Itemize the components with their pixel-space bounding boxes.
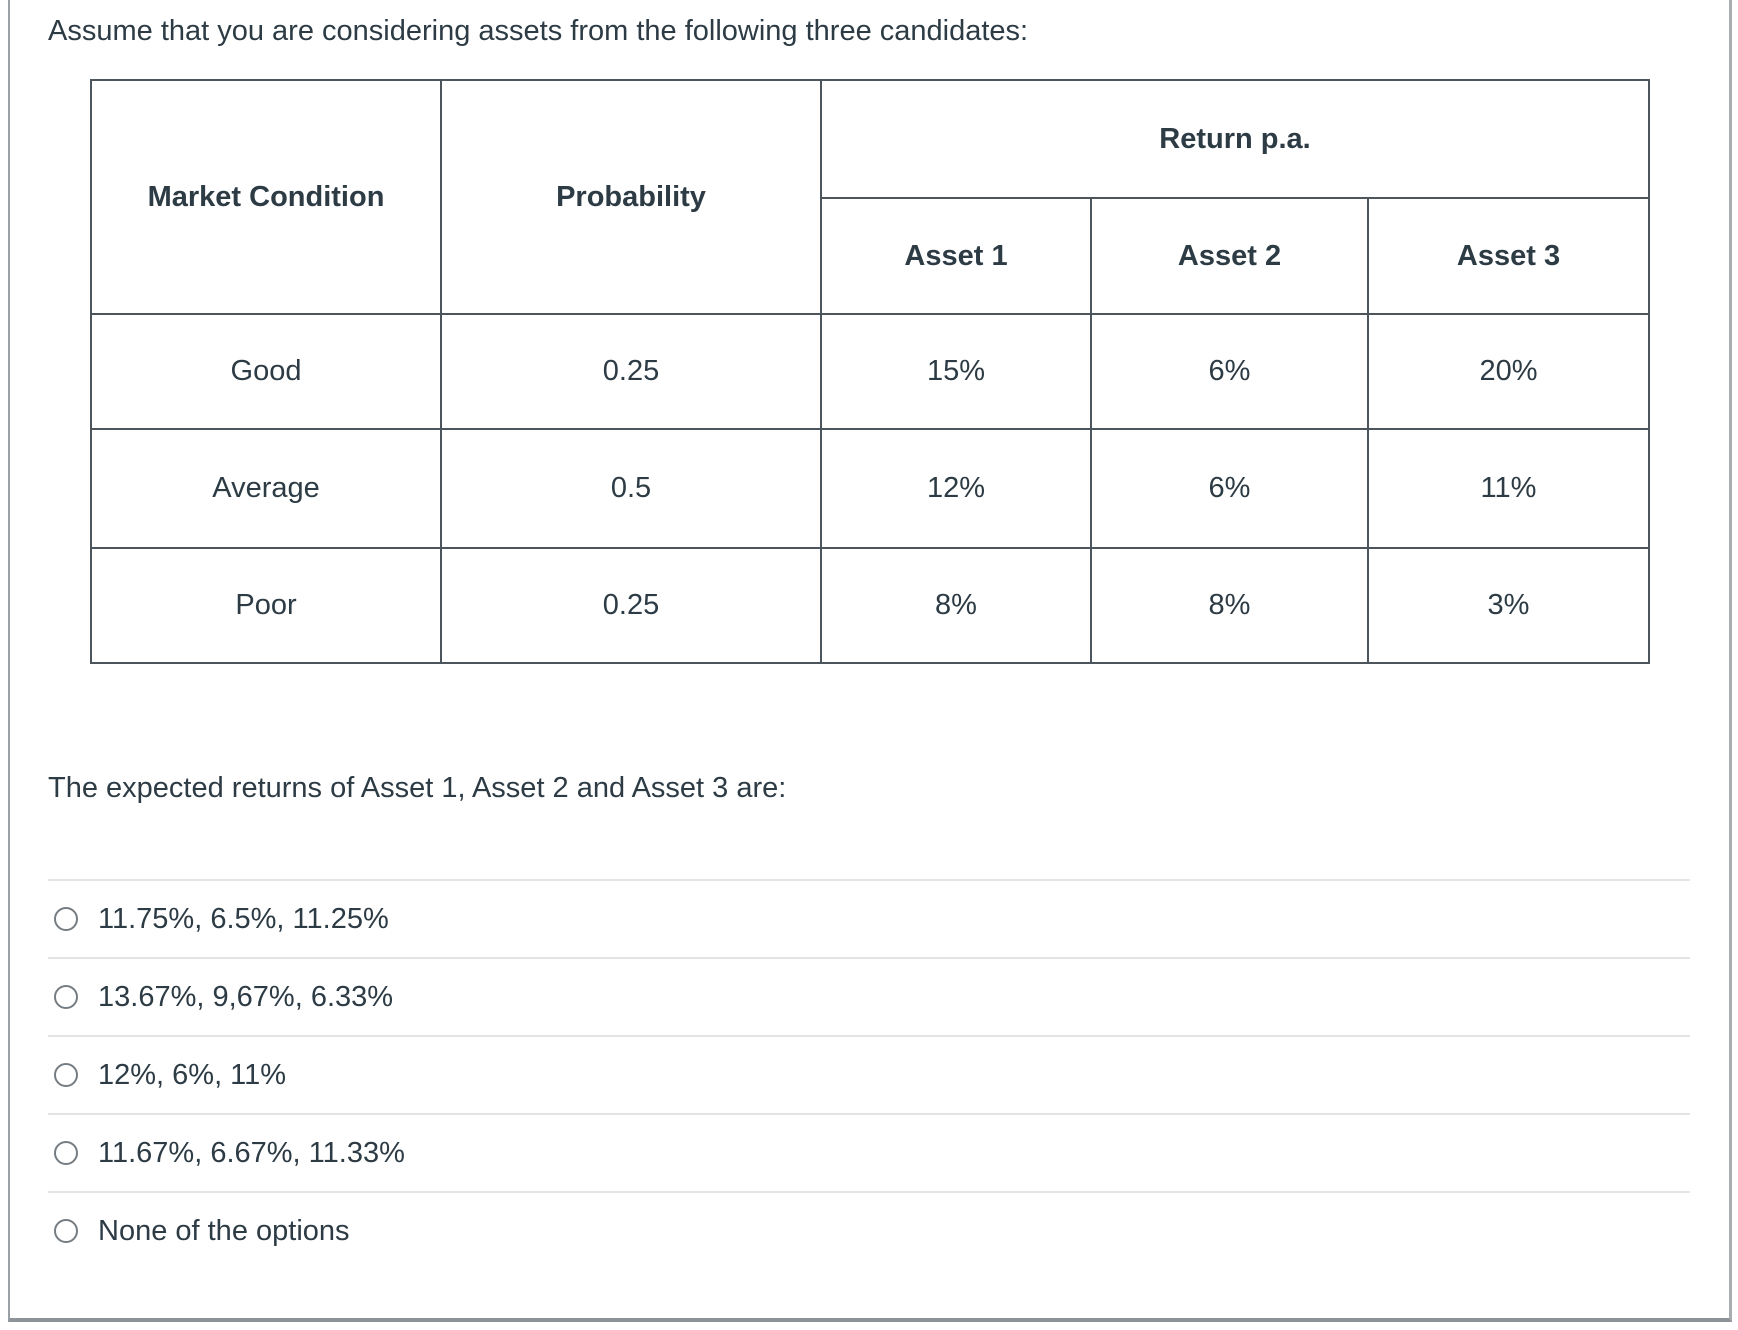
header-asset-1: Asset 1 [820,197,1092,315]
cell-asset1-return: 8% [820,547,1092,664]
answer-option-label: 11.75%, 6.5%, 11.25% [98,902,389,935]
answer-option-4[interactable]: 11.67%, 6.67%, 11.33% [48,1113,1690,1191]
radio-button-icon[interactable] [54,1219,78,1243]
table-row-good: Good 0.25 15% 6% 20% [90,313,1650,430]
question-card: Assume that you are considering assets f… [8,0,1732,1322]
answer-option-label: None of the options [98,1214,350,1247]
cell-probability: 0.25 [440,547,822,664]
cell-asset1-return: 15% [820,313,1092,430]
answer-option-3[interactable]: 12%, 6%, 11% [48,1035,1690,1113]
header-market-condition: Market Condition [90,79,442,315]
cell-probability: 0.5 [440,428,822,549]
cell-asset3-return: 3% [1367,547,1650,664]
cell-condition: Poor [90,547,442,664]
answer-option-1[interactable]: 11.75%, 6.5%, 11.25% [48,879,1690,957]
radio-button-icon[interactable] [54,1063,78,1087]
cell-probability: 0.25 [440,313,822,430]
answer-option-label: 12%, 6%, 11% [98,1058,287,1091]
question-intro-text: Assume that you are considering assets f… [48,15,1029,47]
radio-button-icon[interactable] [54,1141,78,1165]
answer-options: 11.75%, 6.5%, 11.25% 13.67%, 9,67%, 6.33… [48,879,1690,1269]
table-row-average: Average 0.5 12% 6% 11% [90,428,1650,549]
answer-option-label: 13.67%, 9,67%, 6.33% [98,980,394,1013]
table-row-poor: Poor 0.25 8% 8% 3% [90,547,1650,664]
header-asset-3: Asset 3 [1367,197,1650,315]
header-asset-2: Asset 2 [1090,197,1369,315]
header-return-pa: Return p.a. [820,79,1650,199]
radio-button-icon[interactable] [54,985,78,1009]
cell-asset2-return: 6% [1090,313,1369,430]
cell-condition: Average [90,428,442,549]
cell-asset1-return: 12% [820,428,1092,549]
question-prompt-text: The expected returns of Asset 1, Asset 2… [48,772,787,804]
header-probability: Probability [440,79,822,315]
cell-asset2-return: 8% [1090,547,1369,664]
returns-table: Market Condition Probability Return p.a.… [90,79,1650,664]
cell-condition: Good [90,313,442,430]
answer-option-2[interactable]: 13.67%, 9,67%, 6.33% [48,957,1690,1035]
cell-asset3-return: 20% [1367,313,1650,430]
cell-asset2-return: 6% [1090,428,1369,549]
answer-option-none[interactable]: None of the options [48,1191,1690,1269]
radio-button-icon[interactable] [54,907,78,931]
answer-option-label: 11.67%, 6.67%, 11.33% [98,1136,405,1169]
cell-asset3-return: 11% [1367,428,1650,549]
